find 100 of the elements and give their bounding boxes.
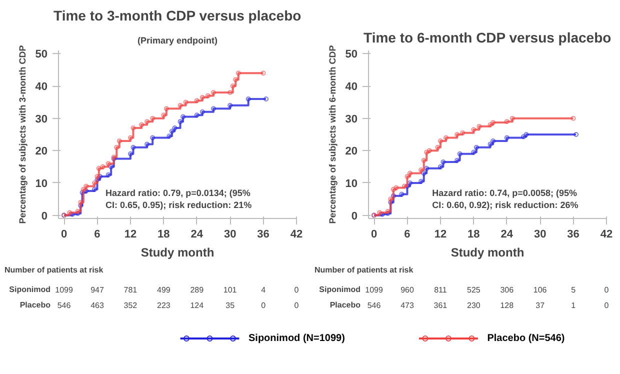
y-tick-label: 20 xyxy=(345,146,358,158)
point xyxy=(418,168,424,173)
text: Number of patients at risk xyxy=(4,266,104,275)
x-tick-label: 24 xyxy=(500,228,514,240)
point xyxy=(78,200,84,205)
text: 106 xyxy=(533,286,548,295)
point xyxy=(236,70,241,76)
point xyxy=(510,116,515,121)
point xyxy=(200,94,205,100)
y-tick-label: 30 xyxy=(345,113,358,126)
point xyxy=(205,93,210,98)
text: 0 xyxy=(294,301,300,310)
y-tick-label: 40 xyxy=(345,81,358,94)
point xyxy=(408,170,413,176)
point xyxy=(488,122,493,128)
point xyxy=(438,164,443,170)
text: 4 xyxy=(261,286,266,295)
text: 499 xyxy=(156,286,171,295)
point xyxy=(169,128,174,134)
text: 947 xyxy=(90,286,104,295)
legend-label: Placebo (N=546) xyxy=(487,333,565,344)
text: 1099 xyxy=(55,286,74,295)
annotation: Hazard ratio: 0.79, p=0.0134; (95% CI: 0.65, 0.95); risk reduction: 21% xyxy=(106,188,252,210)
text: 5 xyxy=(571,286,576,295)
x-tick-label: 0 xyxy=(60,228,68,240)
text: Siponimod xyxy=(319,285,361,294)
text: 289 xyxy=(190,286,204,295)
point xyxy=(504,135,510,140)
text: 781 xyxy=(124,286,138,295)
point xyxy=(178,102,183,108)
chart-title: Time to 3-month CDP versus placebo xyxy=(54,8,302,24)
text: 1099 xyxy=(365,286,384,295)
point xyxy=(488,142,493,147)
text: 128 xyxy=(500,301,514,310)
point xyxy=(128,151,133,156)
x-tick-label: 6 xyxy=(94,228,100,240)
text: 525 xyxy=(466,286,481,295)
point xyxy=(100,164,106,170)
text: 546 xyxy=(367,301,382,310)
point xyxy=(228,90,233,95)
point xyxy=(67,210,72,216)
point xyxy=(504,119,510,124)
y-tick-label: 10 xyxy=(35,178,48,190)
text: 0 xyxy=(604,301,610,310)
x-tick-label: 18 xyxy=(158,228,170,240)
x-tick-label: 30 xyxy=(224,228,236,240)
x-tick-label: 12 xyxy=(124,228,137,240)
point xyxy=(144,119,150,124)
chart-title: Time to 6-month CDP versus placebo xyxy=(364,30,612,46)
point xyxy=(84,184,89,189)
point xyxy=(106,161,111,166)
point xyxy=(457,151,462,156)
chart-subtitle: (Primary endpoint) xyxy=(137,36,218,46)
text: 361 xyxy=(434,301,448,310)
point xyxy=(180,114,186,120)
x-tick-label: 30 xyxy=(534,228,546,240)
annotation: Hazard ratio: 0.74, p=0.0058; (95% CI: 0.60, 0.92); risk reduction: 26% xyxy=(432,188,578,210)
point xyxy=(471,150,476,155)
point xyxy=(139,122,144,128)
point xyxy=(524,132,529,137)
point xyxy=(130,126,136,131)
point xyxy=(377,210,382,216)
point xyxy=(520,134,526,140)
point xyxy=(228,102,233,108)
point xyxy=(92,186,97,192)
point xyxy=(106,172,111,178)
x-axis-title: Study month xyxy=(140,246,214,260)
point xyxy=(178,119,183,124)
text: 463 xyxy=(90,301,104,310)
text: 1 xyxy=(571,301,576,310)
point xyxy=(421,158,426,163)
text: 352 xyxy=(124,301,138,310)
point xyxy=(194,112,200,118)
point xyxy=(460,130,466,136)
point xyxy=(404,174,410,179)
point xyxy=(443,135,448,140)
point xyxy=(476,124,482,129)
text: 223 xyxy=(156,301,171,310)
y-tick-label: 30 xyxy=(35,113,48,126)
point xyxy=(399,192,404,197)
point xyxy=(96,166,102,171)
point xyxy=(150,135,156,140)
y-tick-label: 10 xyxy=(345,178,358,190)
point xyxy=(490,120,496,126)
point xyxy=(230,84,236,89)
point xyxy=(424,150,430,155)
point xyxy=(116,138,122,144)
y-tick-label: 50 xyxy=(345,48,358,61)
point xyxy=(92,180,97,186)
x-tick-label: 24 xyxy=(190,228,204,240)
text: Number of patients at risk xyxy=(314,266,414,275)
text: 0 xyxy=(261,301,266,310)
x-tick-label: 36 xyxy=(567,228,580,240)
point xyxy=(402,184,407,189)
point xyxy=(233,77,238,82)
text: 124 xyxy=(190,301,204,310)
y-axis-title: Percentage of subjects with 6-month CDP xyxy=(327,45,338,224)
point xyxy=(161,112,166,118)
point xyxy=(128,135,133,140)
x-tick-label: 18 xyxy=(468,228,480,240)
